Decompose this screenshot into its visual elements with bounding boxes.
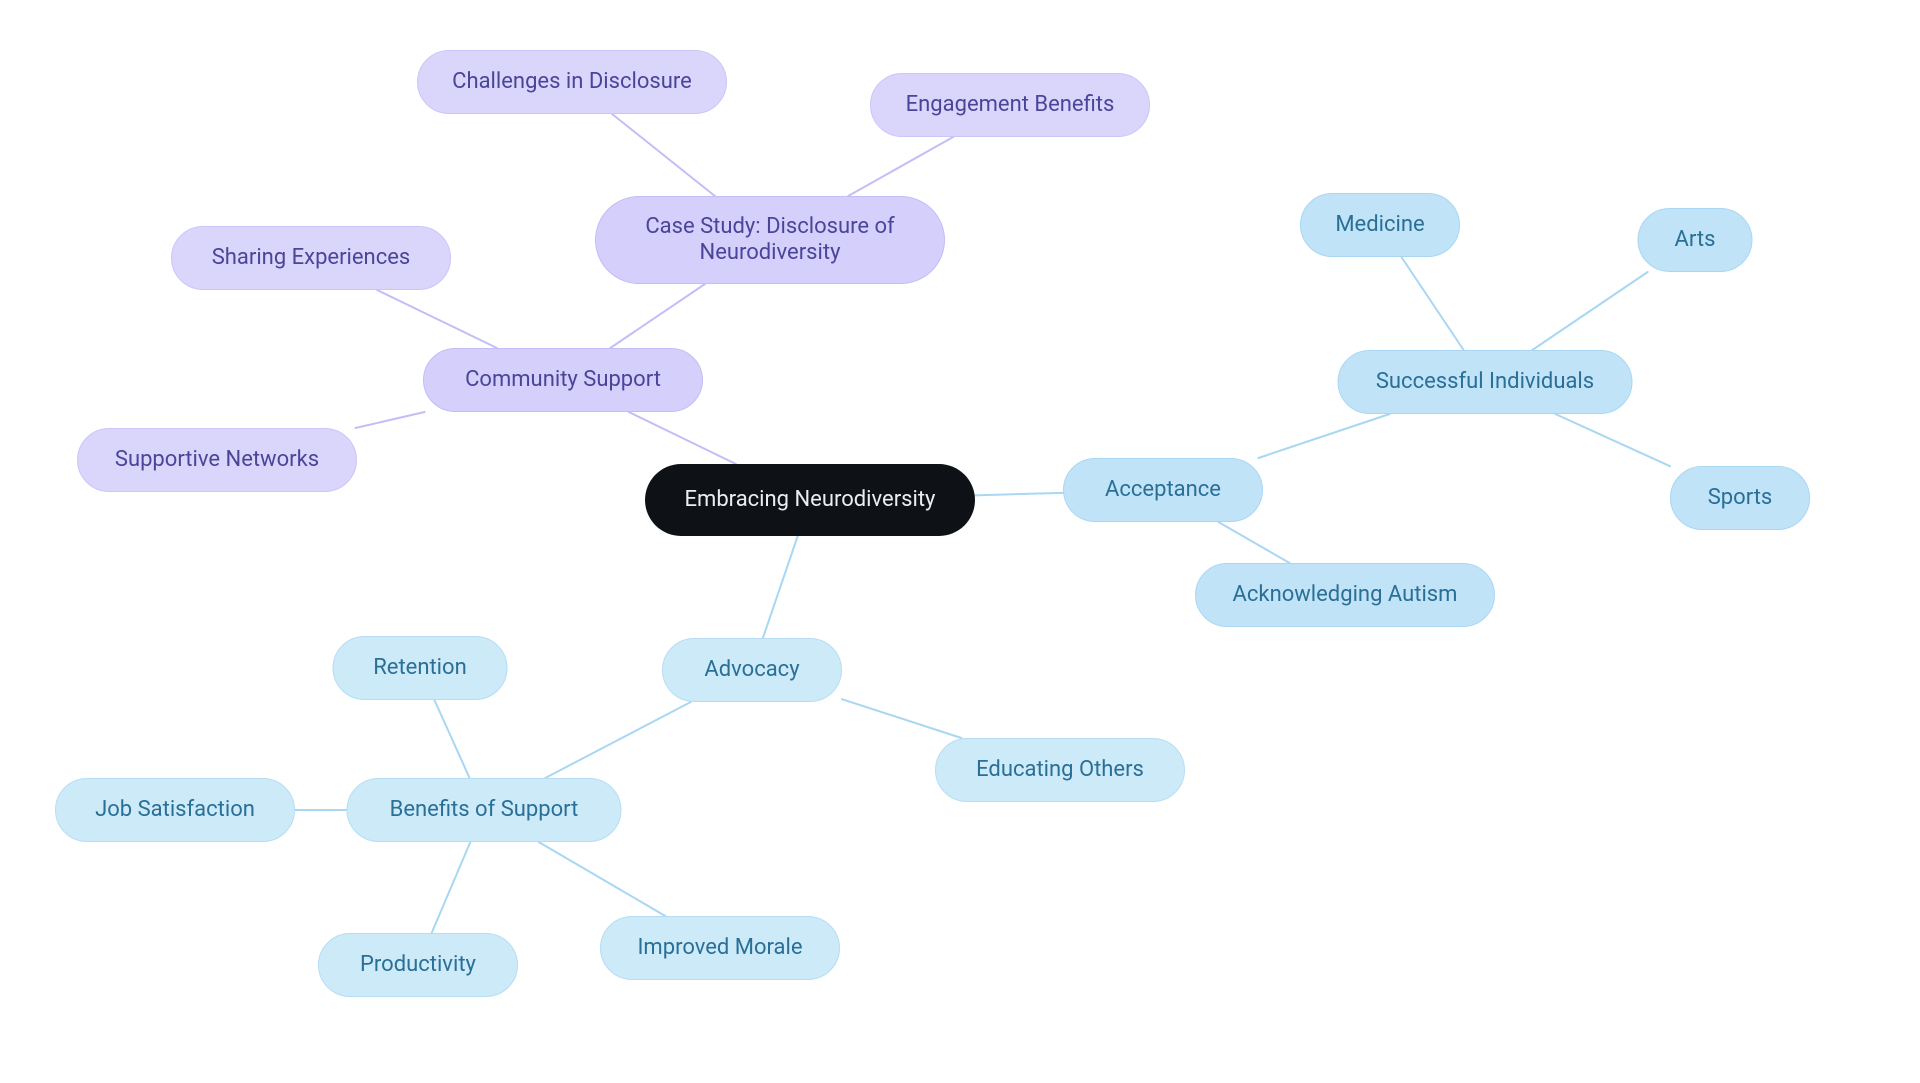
edges-layer — [0, 0, 1920, 1083]
edge — [612, 114, 715, 196]
node-arts: Arts — [1638, 208, 1753, 272]
edge — [432, 842, 471, 933]
node-productivity: Productivity — [318, 933, 518, 997]
edge — [355, 412, 424, 428]
node-casestudy: Case Study: Disclosure of Neurodiversity — [595, 196, 945, 284]
edge — [545, 702, 690, 778]
node-advocacy: Advocacy — [662, 638, 842, 702]
edge — [377, 290, 497, 348]
edge — [539, 842, 666, 916]
node-benefits: Benefits of Support — [347, 778, 622, 842]
edge — [848, 137, 953, 196]
edge — [1401, 257, 1463, 350]
node-challenges: Challenges in Disclosure — [417, 50, 727, 114]
node-engagement: Engagement Benefits — [870, 73, 1150, 137]
node-medicine: Medicine — [1300, 193, 1460, 257]
edge — [1218, 522, 1289, 563]
node-sports: Sports — [1670, 466, 1810, 530]
mindmap-canvas: Embracing Neurodiversity Acceptance Ackn… — [0, 0, 1920, 1083]
edge — [629, 412, 736, 464]
edge — [1258, 414, 1389, 458]
edge — [763, 536, 798, 638]
node-morale: Improved Morale — [600, 916, 840, 980]
node-educating: Educating Others — [935, 738, 1185, 802]
node-networks: Supportive Networks — [77, 428, 357, 492]
edge — [842, 699, 961, 738]
node-successful: Successful Individuals — [1338, 350, 1633, 414]
edge — [1555, 414, 1670, 466]
node-ack-autism: Acknowledging Autism — [1195, 563, 1495, 627]
node-job-satisfaction: Job Satisfaction — [55, 778, 295, 842]
node-acceptance: Acceptance — [1063, 458, 1263, 522]
edge — [975, 493, 1063, 495]
node-retention: Retention — [333, 636, 508, 700]
edge — [1532, 272, 1647, 350]
edge — [434, 700, 469, 778]
node-community: Community Support — [423, 348, 703, 412]
node-sharing: Sharing Experiences — [171, 226, 451, 290]
node-root: Embracing Neurodiversity — [645, 464, 975, 536]
edge — [610, 284, 705, 348]
